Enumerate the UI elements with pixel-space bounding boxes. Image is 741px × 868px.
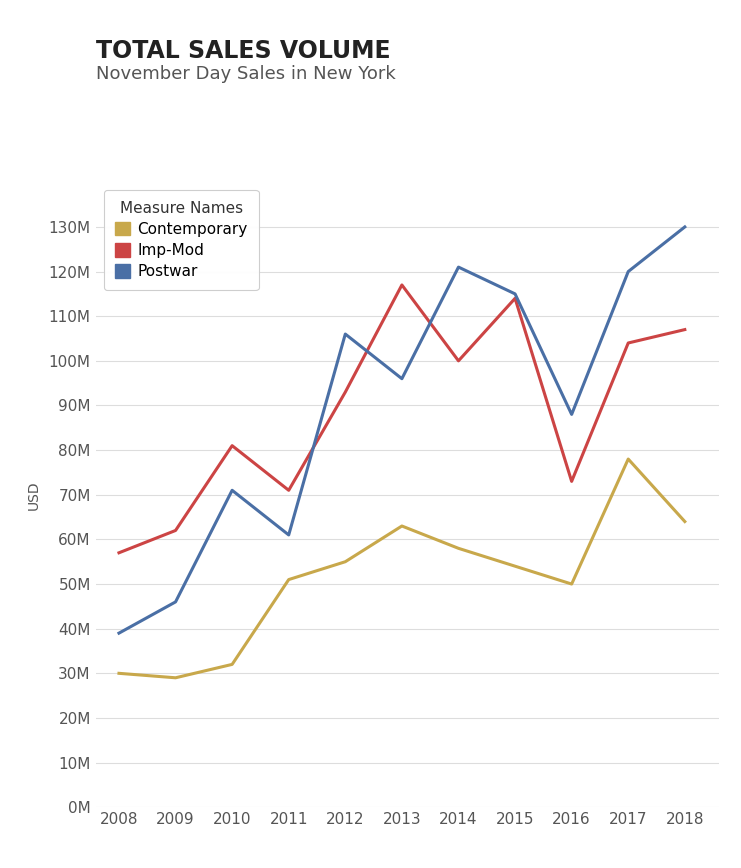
Contemporary <box>397 521 406 531</box>
Postwar <box>171 596 180 607</box>
Text: November Day Sales in New York: November Day Sales in New York <box>96 65 396 83</box>
Imp-Mod <box>454 356 463 366</box>
Contemporary <box>454 543 463 554</box>
Line: Imp-Mod: Imp-Mod <box>119 285 685 553</box>
Imp-Mod <box>285 485 293 496</box>
Line: Postwar: Postwar <box>119 227 685 633</box>
Y-axis label: USD: USD <box>27 480 40 510</box>
Postwar <box>624 266 633 277</box>
Contemporary <box>567 579 576 589</box>
Imp-Mod <box>567 477 576 487</box>
Postwar <box>511 289 519 299</box>
Postwar <box>341 329 350 339</box>
Imp-Mod <box>115 548 124 558</box>
Imp-Mod <box>171 525 180 536</box>
Imp-Mod <box>680 325 689 335</box>
Postwar <box>454 262 463 273</box>
Postwar <box>397 373 406 384</box>
Contemporary <box>227 659 236 669</box>
Imp-Mod <box>624 338 633 348</box>
Contemporary <box>285 575 293 585</box>
Contemporary <box>624 454 633 464</box>
Postwar <box>567 409 576 419</box>
Legend: Contemporary, Imp-Mod, Postwar: Contemporary, Imp-Mod, Postwar <box>104 190 259 290</box>
Line: Contemporary: Contemporary <box>119 459 685 678</box>
Contemporary <box>115 668 124 679</box>
Postwar <box>227 485 236 496</box>
Contemporary <box>341 556 350 567</box>
Contemporary <box>680 516 689 527</box>
Imp-Mod <box>397 279 406 290</box>
Imp-Mod <box>511 293 519 304</box>
Imp-Mod <box>341 387 350 398</box>
Imp-Mod <box>227 440 236 450</box>
Postwar <box>285 529 293 540</box>
Contemporary <box>511 561 519 571</box>
Contemporary <box>171 673 180 683</box>
Text: TOTAL SALES VOLUME: TOTAL SALES VOLUME <box>96 39 391 63</box>
Postwar <box>680 221 689 232</box>
Postwar <box>115 628 124 638</box>
